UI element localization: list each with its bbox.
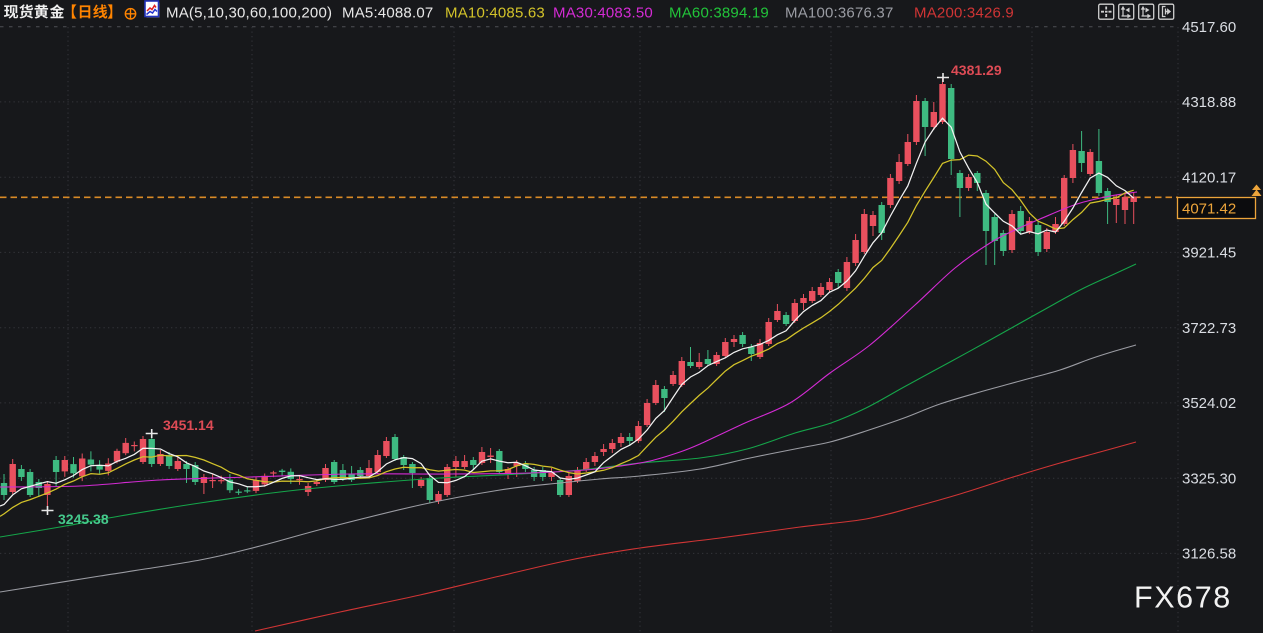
svg-text:MA5:4088.07: MA5:4088.07	[342, 5, 433, 22]
svg-text:FX678: FX678	[1134, 581, 1232, 615]
svg-text:3451.14: 3451.14	[163, 417, 214, 433]
svg-text:4120.17: 4120.17	[1182, 169, 1236, 186]
svg-text:MA(5,10,30,60,100,200): MA(5,10,30,60,100,200)	[166, 5, 332, 22]
svg-text:4517.60: 4517.60	[1182, 19, 1236, 36]
svg-text:3722.73: 3722.73	[1182, 320, 1236, 337]
svg-text:3245.38: 3245.38	[58, 511, 109, 527]
svg-text:4071.42: 4071.42	[1182, 201, 1236, 218]
svg-text:MA10:4085.63: MA10:4085.63	[445, 5, 545, 22]
svg-text:4318.88: 4318.88	[1182, 94, 1236, 111]
svg-text:MA30:4083.50: MA30:4083.50	[553, 5, 653, 22]
svg-text:MA60:3894.19: MA60:3894.19	[669, 5, 769, 22]
svg-text:MA200:3426.9: MA200:3426.9	[914, 5, 1014, 22]
svg-text:3126.58: 3126.58	[1182, 546, 1236, 563]
svg-text:3921.45: 3921.45	[1182, 245, 1236, 262]
svg-text:3325.30: 3325.30	[1182, 470, 1236, 487]
svg-text:MA100:3676.37: MA100:3676.37	[785, 5, 894, 22]
svg-text:3524.02: 3524.02	[1182, 395, 1236, 412]
svg-text:4381.29: 4381.29	[951, 62, 1002, 78]
